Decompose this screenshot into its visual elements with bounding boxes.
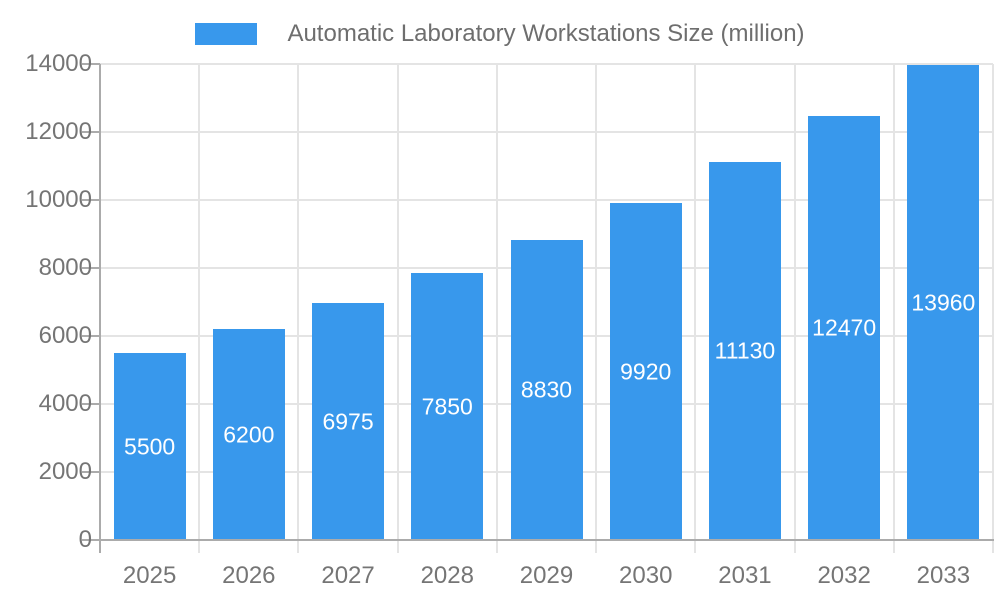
bar-value-label: 6975 [322, 408, 374, 434]
bar[interactable] [610, 203, 682, 539]
bar[interactable] [907, 65, 979, 539]
x-axis-tick [595, 540, 597, 553]
x-axis-tick [893, 540, 895, 553]
x-grid-line [992, 64, 994, 540]
y-tick-label: 2000 [38, 458, 92, 485]
bar[interactable] [808, 116, 880, 539]
bar[interactable] [312, 303, 384, 539]
y-axis-tick [82, 267, 100, 269]
x-axis-line [99, 539, 994, 541]
x-axis-tick [496, 540, 498, 553]
y-axis-tick [82, 539, 100, 541]
bar-value-label: 6200 [223, 421, 275, 447]
x-grid-line [794, 64, 796, 540]
y-tick-label: 10000 [25, 186, 92, 213]
x-axis-tick [397, 540, 399, 553]
bar-value-label: 8830 [520, 376, 573, 403]
x-grid-line [496, 64, 498, 540]
bar-value-label: 12470 [812, 314, 877, 341]
bar-value-label: 11130 [714, 337, 776, 364]
legend-swatch[interactable] [195, 23, 258, 45]
x-tick-label: 2030 [619, 562, 673, 589]
y-tick-label: 12000 [25, 118, 92, 145]
y-tick-label: 0 [78, 526, 92, 553]
x-axis-tick [694, 540, 696, 553]
y-axis-tick [82, 403, 100, 405]
x-tick-label: 2026 [222, 562, 276, 589]
x-tick-label: 2027 [321, 562, 375, 589]
x-tick-label: 2025 [122, 562, 177, 589]
y-axis-tick [82, 131, 100, 133]
y-axis-tick [82, 335, 100, 337]
bar[interactable] [411, 273, 483, 539]
x-grid-line [694, 64, 696, 540]
y-tick-label: 6000 [38, 322, 92, 349]
x-axis-tick [198, 540, 200, 553]
bar[interactable] [709, 162, 781, 539]
x-axis-tick [794, 540, 796, 553]
legend: Automatic Laboratory Workstations Size (… [0, 20, 1000, 48]
y-grid-line [100, 63, 993, 65]
legend-label[interactable]: Automatic Laboratory Workstations Size (… [287, 20, 805, 47]
x-axis-tick [99, 540, 101, 553]
x-axis-tick [992, 540, 994, 553]
x-grid-line [198, 64, 200, 540]
x-grid-line [297, 64, 299, 540]
y-tick-label: 8000 [38, 254, 92, 281]
y-tick-label: 14000 [25, 50, 92, 77]
x-tick-label: 2033 [916, 562, 971, 589]
y-axis-tick [82, 63, 100, 65]
x-tick-label: 2028 [420, 562, 474, 589]
bar[interactable] [213, 329, 285, 539]
x-grid-line [893, 64, 895, 540]
y-axis-tick [82, 471, 100, 473]
y-axis-tick [82, 199, 100, 201]
bar[interactable] [511, 240, 583, 539]
x-tick-label: 2032 [817, 562, 871, 589]
bar-value-label: 9920 [620, 358, 672, 384]
x-tick-label: 2031 [718, 562, 772, 589]
y-axis-line [99, 64, 101, 542]
bar-value-label: 5500 [124, 433, 176, 459]
bar[interactable] [114, 353, 186, 539]
bar-value-label: 13960 [911, 289, 976, 315]
x-tick-label: 2029 [519, 562, 574, 589]
bar-value-label: 7850 [421, 393, 473, 419]
x-axis-tick [297, 540, 299, 553]
x-grid-line [595, 64, 597, 540]
x-grid-line [397, 64, 399, 540]
y-tick-label: 4000 [38, 390, 92, 417]
